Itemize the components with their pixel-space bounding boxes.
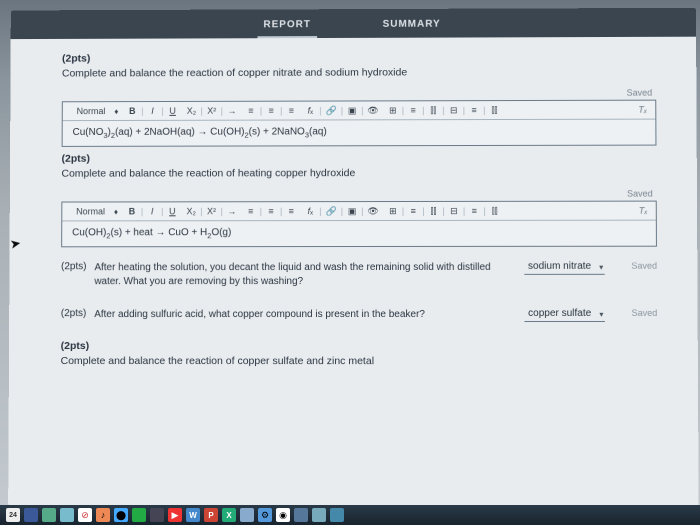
app-icon[interactable]: ♪ <box>96 508 110 522</box>
list-number-button[interactable]: ≡ <box>266 106 276 116</box>
list-number-button[interactable]: ≡ <box>266 206 276 216</box>
tx-button[interactable]: Tₓ <box>638 105 647 115</box>
q5-points: (2pts) <box>61 340 658 352</box>
attach-button[interactable]: 👁 <box>367 206 378 217</box>
app-icon[interactable] <box>294 508 308 522</box>
merge-button[interactable]: ⊟ <box>449 105 459 116</box>
style-select[interactable]: Normal <box>70 205 111 217</box>
app-icon[interactable]: ⬤ <box>114 508 128 522</box>
app-icon[interactable] <box>312 508 326 522</box>
fx-button[interactable]: fₓ <box>305 206 315 216</box>
q2-points: (2pts) <box>62 152 657 165</box>
q4-answer[interactable]: copper sulfate <box>524 306 605 322</box>
fx-button[interactable]: fₓ <box>305 106 315 116</box>
row-button[interactable]: ≡ <box>408 206 418 216</box>
split-button[interactable]: ≡ <box>469 105 479 115</box>
del-button[interactable]: ⫿⫿ <box>490 205 500 216</box>
style-select-arrow[interactable]: ♦ <box>114 207 118 216</box>
app-icon[interactable] <box>330 508 344 522</box>
app-icon[interactable] <box>150 508 164 522</box>
q3-answer[interactable]: sodium nitrate <box>524 259 605 275</box>
indent-button[interactable]: ≡ <box>286 206 296 216</box>
attach-button[interactable]: 👁 <box>367 105 378 116</box>
app-icon[interactable]: ▶ <box>168 508 182 522</box>
q2-editor: Normal ♦ B| I| U X₂| X²| → ≡| ≡| ≡ <box>61 201 657 248</box>
list-bullet-button[interactable]: ≡ <box>246 106 256 116</box>
style-select[interactable]: Normal <box>71 105 112 117</box>
chrome-icon[interactable]: ◉ <box>276 508 290 522</box>
col-button[interactable]: ⫿⫿ <box>428 105 438 116</box>
calendar-icon[interactable]: 24 <box>6 508 20 522</box>
q3-text: After heating the solution, you decant t… <box>94 261 516 288</box>
style-select-arrow[interactable]: ♦ <box>114 107 118 116</box>
q2-prompt: Complete and balance the reaction of hea… <box>61 167 656 180</box>
underline-button[interactable]: U <box>167 206 177 216</box>
q2-saved: Saved <box>61 189 656 200</box>
subscript-button[interactable]: X₂ <box>187 106 197 116</box>
word-icon[interactable]: W <box>186 508 200 522</box>
bold-button[interactable]: B <box>127 106 137 116</box>
q4-text: After adding sulfuric acid, what copper … <box>94 308 516 322</box>
list-bullet-button[interactable]: ≡ <box>246 206 256 216</box>
arrow-button[interactable]: → <box>227 206 237 216</box>
powerpoint-icon[interactable]: P <box>204 508 218 522</box>
subscript-button[interactable]: X₂ <box>186 206 196 216</box>
arrow-button[interactable]: → <box>227 106 237 116</box>
superscript-button[interactable]: X² <box>207 106 217 116</box>
indent-button[interactable]: ≡ <box>286 106 296 116</box>
excel-icon[interactable]: X <box>222 508 236 522</box>
image-button[interactable]: ▣ <box>347 105 357 116</box>
q1-equation[interactable]: Cu(NO3)2(aq) + 2NaOH(aq) → Cu(OH)2(s) + … <box>63 120 656 146</box>
merge-button[interactable]: ⊟ <box>449 205 459 216</box>
tab-report[interactable]: REPORT <box>257 15 316 38</box>
q1-editor: Normal ♦ B| I| U X₂| X²| → ≡| ≡| ≡ <box>62 100 657 147</box>
tab-summary[interactable]: SUMMARY <box>377 15 447 38</box>
app-icon[interactable] <box>42 508 56 522</box>
split-button[interactable]: ≡ <box>469 206 479 216</box>
q3-points: (2pts) <box>61 261 86 272</box>
q3-answer-dropdown[interactable]: sodium nitrate <box>524 261 605 272</box>
app-window: REPORT SUMMARY (2pts) Complete and balan… <box>8 8 698 507</box>
content-area: (2pts) Complete and balance the reaction… <box>9 37 698 385</box>
q4-row: (2pts) After adding sulfuric acid, what … <box>61 308 658 322</box>
q3-row: (2pts) After heating the solution, you d… <box>61 261 657 288</box>
app-icon[interactable]: ⊘ <box>78 508 92 522</box>
table-button[interactable]: ⊞ <box>388 206 398 217</box>
del-button[interactable]: ⫿⫿ <box>489 105 499 116</box>
tx-button[interactable]: Tₓ <box>639 206 648 216</box>
q2-toolbar: Normal ♦ B| I| U X₂| X²| → ≡| ≡| ≡ <box>62 202 656 222</box>
q1-toolbar: Normal ♦ B| I| U X₂| X²| → ≡| ≡| ≡ <box>63 101 656 121</box>
table-button[interactable]: ⊞ <box>388 105 398 116</box>
link-button[interactable]: 🔗 <box>326 206 337 217</box>
q3-saved: Saved <box>631 261 657 271</box>
italic-button[interactable]: I <box>147 106 157 116</box>
bold-button[interactable]: B <box>127 206 137 216</box>
settings-icon[interactable]: ⚙ <box>258 508 272 522</box>
app-icon[interactable] <box>24 508 38 522</box>
q4-points: (2pts) <box>61 308 86 319</box>
top-tabs: REPORT SUMMARY <box>11 8 696 39</box>
q1-prompt: Complete and balance the reaction of cop… <box>62 66 656 80</box>
q2-equation[interactable]: Cu(OH)2(s) + heat → CuO + H2O(g) <box>62 221 656 247</box>
q1-points: (2pts) <box>62 51 656 65</box>
app-icon[interactable] <box>60 508 74 522</box>
italic-button[interactable]: I <box>147 206 157 216</box>
q4-saved: Saved <box>632 308 658 318</box>
image-button[interactable]: ▣ <box>347 206 357 217</box>
superscript-button[interactable]: X² <box>207 206 217 216</box>
app-icon[interactable] <box>240 508 254 522</box>
col-button[interactable]: ⫿⫿ <box>429 205 439 216</box>
row-button[interactable]: ≡ <box>408 105 418 115</box>
app-icon[interactable] <box>132 508 146 522</box>
q5-prompt: Complete and balance the reaction of cop… <box>61 355 658 367</box>
q1-saved: Saved <box>62 88 656 100</box>
taskbar: 24 ⊘ ♪ ⬤ ▶ W P X ⚙ ◉ <box>0 505 700 525</box>
underline-button[interactable]: U <box>168 106 178 116</box>
link-button[interactable]: 🔗 <box>326 105 337 116</box>
q4-answer-dropdown[interactable]: copper sulfate <box>524 308 605 319</box>
